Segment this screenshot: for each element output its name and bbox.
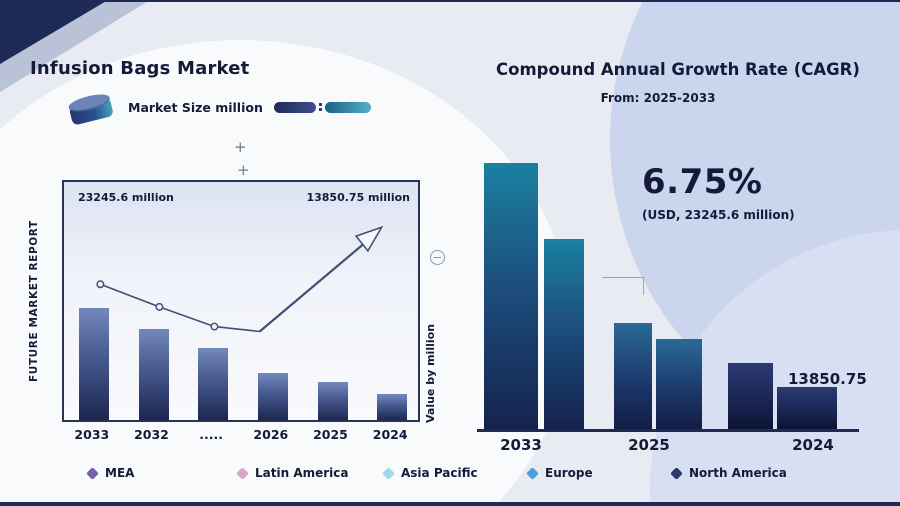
legend-pill-navy [274,102,316,113]
legend-item-label: Latin America [255,466,349,480]
cagr-bar-2025-1 [614,323,652,429]
bracket-decoration [602,277,644,295]
cagr-x-label-2025: 2025 [628,436,670,454]
legend-item-label: Asia Pacific [401,466,478,480]
legend-diamond-icon [382,466,395,480]
pill-separator-dot [319,108,322,111]
cagr-x-label-2033: 2033 [500,436,542,454]
cylinder-icon [68,94,113,125]
market-size-bar-2032 [138,329,169,420]
cagr-bar-2024-2 [777,387,837,429]
plus-decoration-icon: + [234,138,247,156]
market-size-bar-2025 [317,382,348,420]
legend-item-mea: MEA [86,466,135,480]
minus-circle-icon [430,250,445,265]
cagr-note: (USD, 23245.6 million) [642,208,795,222]
legend-item-north-america: North America [670,466,787,480]
cagr-value: 6.75% [642,162,763,202]
legend-diamond-icon [86,466,99,480]
market-size-bar-2024 [377,394,408,420]
x-label-2033: 2033 [74,427,110,442]
x-label-2026: 2026 [253,427,289,442]
cagr-bar-2024-1 [728,363,773,429]
bar-value-label: 13850.75 [788,370,867,388]
x-label-2024: 2024 [372,427,408,442]
top-border-line [0,0,900,2]
x-label-2032: 2032 [134,427,169,442]
trend-line-arrow [96,225,384,333]
legend-diamond-icon [526,466,539,480]
cagr-x-label-2024: 2024 [792,436,834,454]
x-label-2025: 2025 [313,427,348,442]
market-size-chart: 23245.6 million 13850.75 million [62,180,420,422]
legend-item-label: MEA [105,466,135,480]
market-size-bar-2033 [78,308,109,420]
cagr-bar-2033-1 [484,163,538,429]
legend-item-label: Europe [545,466,593,480]
market-size-bar-..... [198,348,229,420]
legend-item-label: North America [689,466,787,480]
market-size-legend-label: Market Size million [128,100,263,115]
plus-decoration-icon: + [237,161,250,179]
legend-item-latin-america: Latin America [236,466,349,480]
cagr-axis-baseline [477,429,859,432]
legend-diamond-icon [236,466,249,480]
market-size-bar-2026 [257,373,288,420]
max-value-annotation: 23245.6 million [78,191,174,204]
pill-separator-dot [319,103,322,106]
cagr-subtitle: From: 2025-2033 [600,91,716,105]
legend-item-europe: Europe [526,466,593,480]
cagr-bar-2025-2 [656,339,702,429]
cagr-bar-2033-2 [544,239,584,429]
legend-pill-teal [325,102,371,113]
min-value-annotation: 13850.75 million [306,191,410,204]
cagr-title: Compound Annual Growth Rate (CAGR) [496,60,860,79]
legend-diamond-icon [670,466,683,480]
legend-item-asia-pacific: Asia Pacific [382,466,478,480]
x-label-.....: ..... [199,427,224,442]
bottom-border-line [0,502,900,506]
future-market-report-label: FUTURE MARKET REPORT [28,220,40,382]
left-chart-title: Infusion Bags Market [30,58,250,79]
value-by-million-label: Value by million [424,323,437,423]
